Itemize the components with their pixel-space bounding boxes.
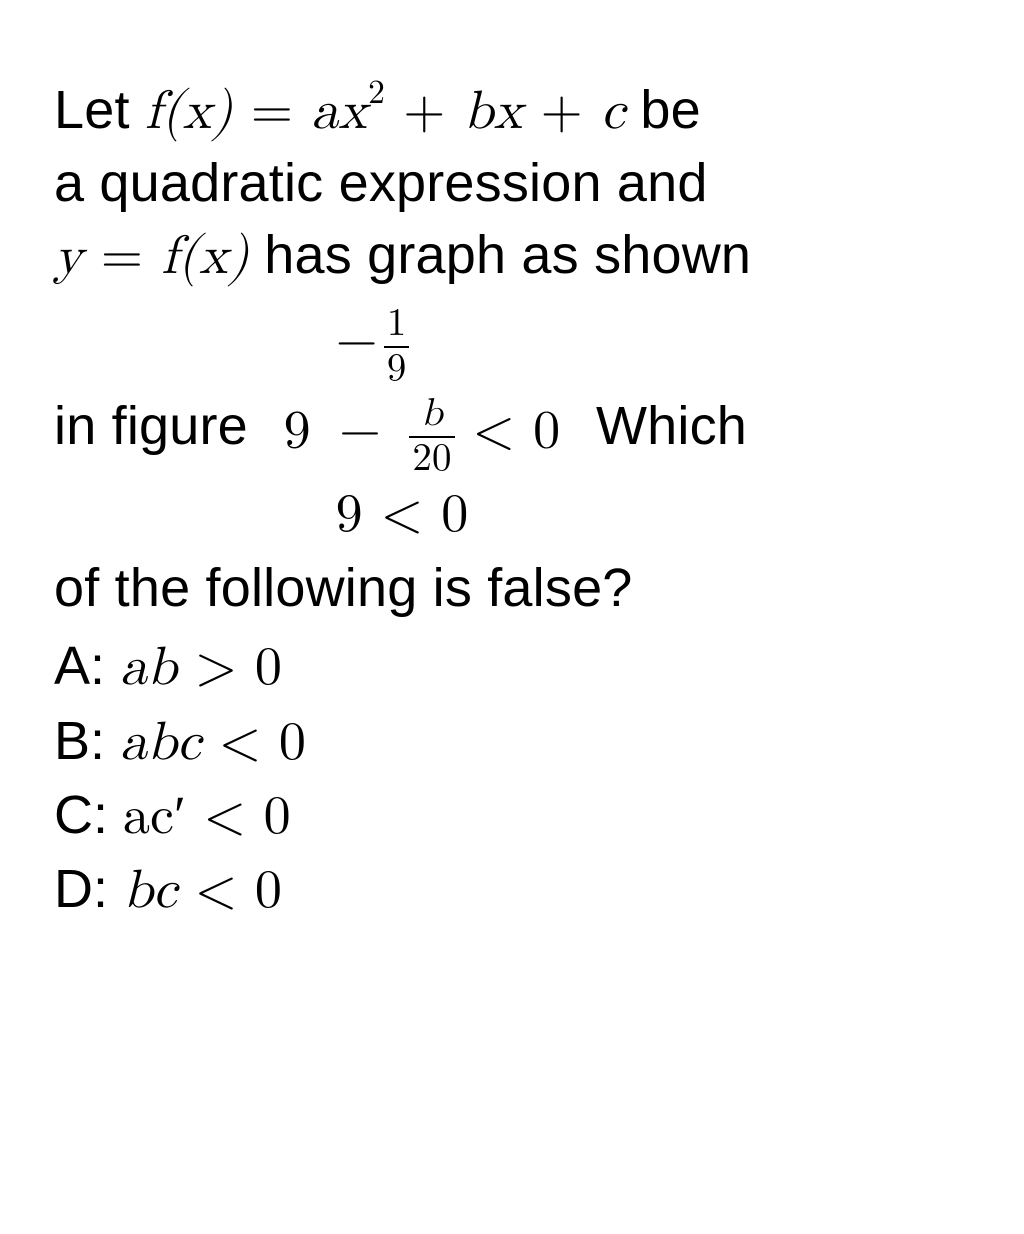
line-1: Let f(x) = ax2 + bx + c be	[54, 72, 970, 148]
spacer	[54, 293, 970, 299]
fig-row-1: −19	[284, 305, 561, 389]
frac-b-20-den: 20	[409, 438, 454, 479]
plus-2: +	[522, 85, 600, 139]
line-4: in figure −19 9 − b20 < 0 9 < 0 Which	[54, 305, 970, 547]
a-1: a	[311, 85, 338, 139]
rel-d: < 0	[177, 864, 282, 918]
eq-2: =	[83, 230, 161, 284]
rel-a: > 0	[177, 641, 282, 695]
option-c: C: ac′ < 0	[54, 779, 970, 853]
label-a: A:	[54, 636, 120, 696]
expr-c-prime: ′	[174, 785, 186, 845]
x-2: x	[494, 85, 523, 139]
lt0-1: < 0	[473, 404, 561, 458]
line-5: of the following is false?	[54, 553, 970, 624]
of-following: of the following is false?	[54, 558, 633, 618]
fig-row-3: 9 < 0	[284, 484, 561, 547]
rel-c: < 0	[186, 790, 291, 844]
frac-1-9-num: 1	[384, 305, 410, 348]
in-figure: in figure	[54, 396, 248, 456]
fx-1: f(x)	[145, 85, 233, 139]
frac-b-20: b20	[409, 395, 454, 479]
minus-2: −	[339, 404, 381, 458]
which: Which	[596, 396, 747, 456]
option-d: D: bc < 0	[54, 853, 970, 927]
expr-a: ab	[120, 641, 177, 695]
fig-row-2: 9 − b20 < 0	[284, 395, 561, 479]
c-1: c	[601, 85, 625, 139]
a-quadratic: a quadratic expression and	[54, 153, 708, 213]
expr-c-prefix: a	[123, 790, 150, 844]
figure-math-block: −19 9 − b20 < 0 9 < 0	[284, 305, 561, 547]
fx-2: f(x)	[161, 230, 249, 284]
expr-c-c: c	[150, 790, 174, 844]
neg-sign: −	[336, 314, 378, 368]
expr-d: bc	[123, 864, 177, 918]
plus-1: +	[385, 85, 463, 139]
rel-b: < 0	[201, 716, 306, 770]
sq-1: 2	[368, 77, 385, 110]
nine-1: 9	[284, 404, 311, 458]
frac-1-9-den: 9	[384, 348, 410, 389]
b-1: b	[464, 85, 494, 139]
eq-1: =	[233, 85, 311, 139]
y-1: y	[54, 230, 83, 284]
expr-b: abc	[120, 716, 201, 770]
line-2: a quadratic expression and	[54, 148, 970, 219]
frac-b-20-num: b	[409, 395, 454, 438]
label-d: D:	[54, 859, 123, 919]
word-be: be	[625, 80, 701, 140]
x-1: x	[338, 85, 367, 139]
label-b: B:	[54, 711, 120, 771]
line-3: y = f(x) has graph as shown	[54, 220, 970, 293]
option-a: A: ab > 0	[54, 630, 970, 704]
frac-1-9: 19	[384, 305, 410, 389]
option-b: B: abc < 0	[54, 705, 970, 779]
nine-lt-0: 9 < 0	[336, 488, 469, 542]
word-let: Let	[54, 80, 145, 140]
math-problem-page: Let f(x) = ax2 + bx + c be a quadratic e…	[0, 0, 1024, 928]
label-c: C:	[54, 785, 123, 845]
has-graph: has graph as shown	[249, 225, 751, 285]
